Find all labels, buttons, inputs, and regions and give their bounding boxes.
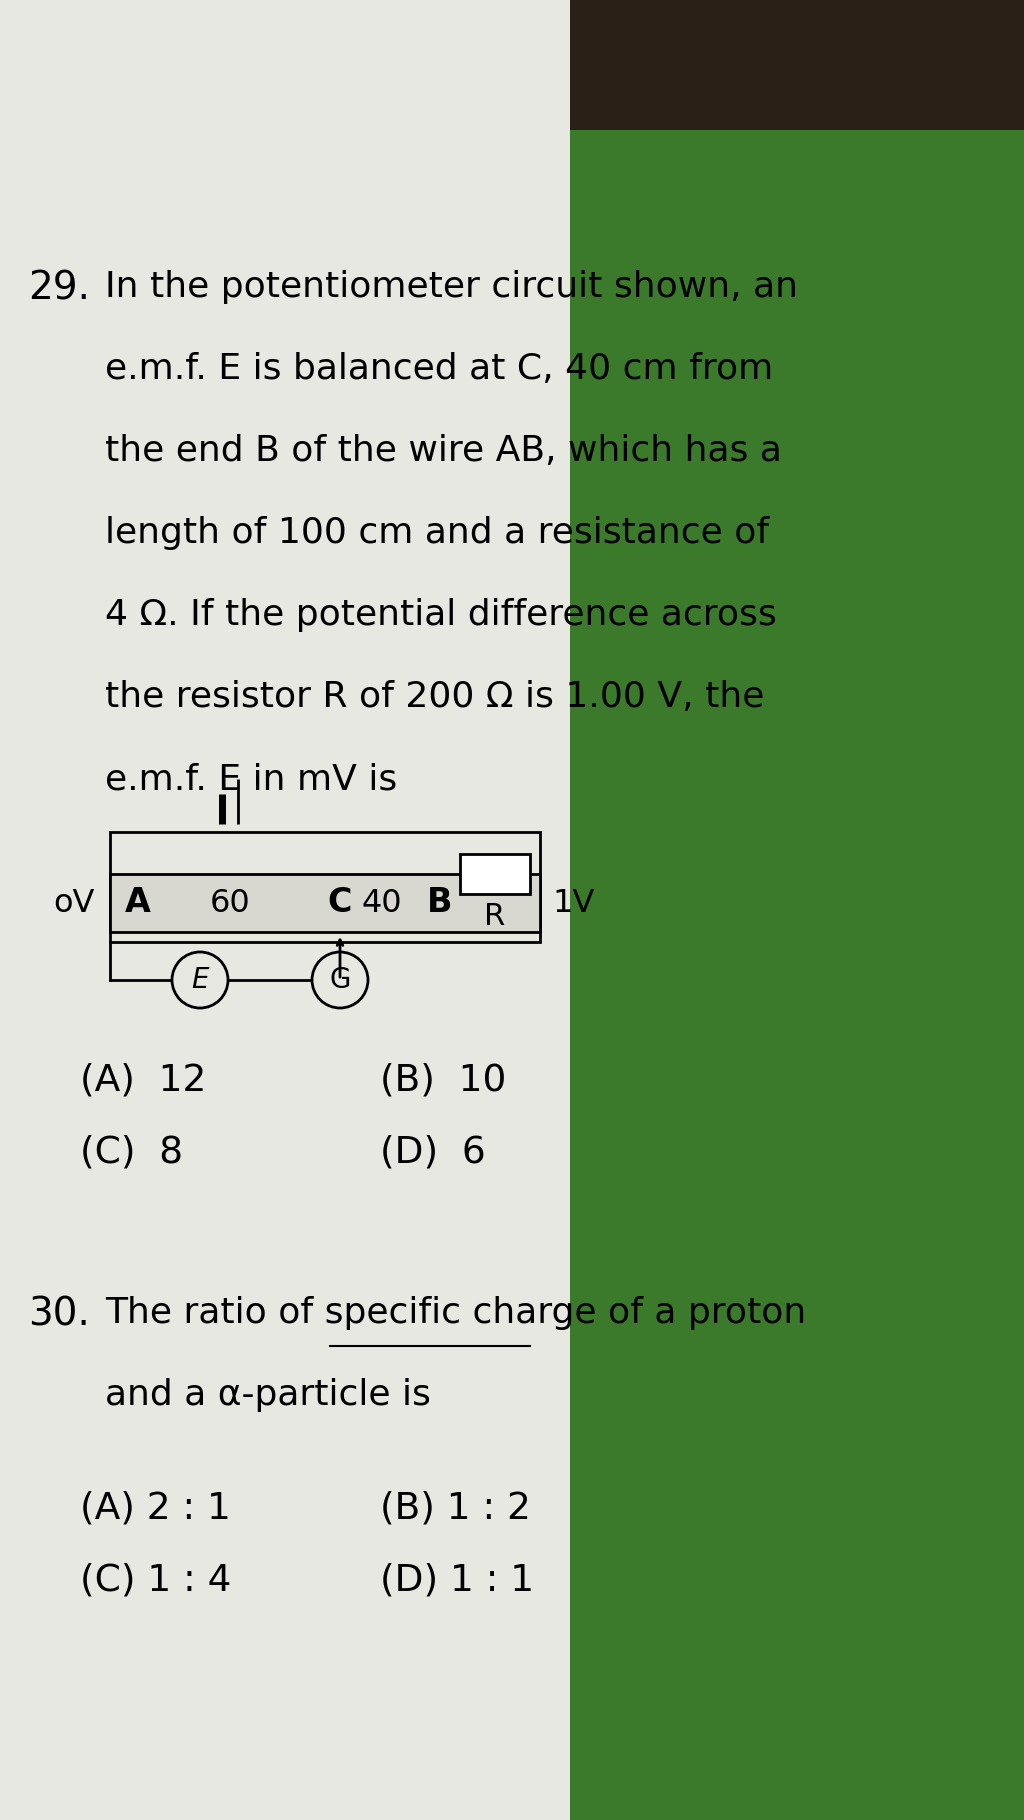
Bar [460, 854, 530, 894]
Text: R: R [484, 903, 506, 932]
Circle shape [172, 952, 228, 1008]
Circle shape [312, 952, 368, 1008]
Text: In the potentiometer circuit shown, an: In the potentiometer circuit shown, an [105, 269, 798, 304]
Text: B: B [427, 886, 453, 919]
Bar [110, 832, 540, 943]
Text: e.m.f. E is balanced at C, 40 cm from: e.m.f. E is balanced at C, 40 cm from [105, 351, 773, 386]
Text: oV: oV [53, 888, 95, 919]
Text: (D)  6: (D) 6 [380, 1134, 485, 1170]
Text: (A) 2 : 1: (A) 2 : 1 [80, 1491, 230, 1525]
Text: (B)  10: (B) 10 [380, 1063, 507, 1097]
Text: (C)  8: (C) 8 [80, 1134, 183, 1170]
Text: 29.: 29. [28, 269, 90, 308]
Text: 30.: 30. [28, 1296, 90, 1334]
Text: A: A [125, 886, 151, 919]
Bar [110, 874, 540, 932]
Text: and a α-particle is: and a α-particle is [105, 1378, 431, 1412]
Text: the end B of the wire AB, which has a: the end B of the wire AB, which has a [105, 433, 782, 468]
Text: (C) 1 : 4: (C) 1 : 4 [80, 1562, 231, 1598]
Bar [0, 0, 570, 1820]
Text: G: G [330, 966, 350, 994]
Text: 1V: 1V [552, 888, 594, 919]
Text: length of 100 cm and a resistance of: length of 100 cm and a resistance of [105, 517, 769, 550]
Bar [560, 0, 1024, 1820]
Text: E: E [191, 966, 209, 994]
Text: C: C [328, 886, 352, 919]
Text: (B) 1 : 2: (B) 1 : 2 [380, 1491, 530, 1525]
Text: The ratio of specific charge of a proton: The ratio of specific charge of a proton [105, 1296, 806, 1330]
Text: the resistor R of 200 Ω is 1.00 V, the: the resistor R of 200 Ω is 1.00 V, the [105, 681, 764, 713]
Text: 40: 40 [361, 888, 402, 919]
Text: e.m.f. E in mV is: e.m.f. E in mV is [105, 763, 397, 795]
Text: 60: 60 [210, 888, 251, 919]
Text: (A)  12: (A) 12 [80, 1063, 207, 1097]
Bar [0, 0, 1024, 129]
Text: (D) 1 : 1: (D) 1 : 1 [380, 1562, 535, 1598]
Text: 4 Ω. If the potential difference across: 4 Ω. If the potential difference across [105, 599, 777, 632]
